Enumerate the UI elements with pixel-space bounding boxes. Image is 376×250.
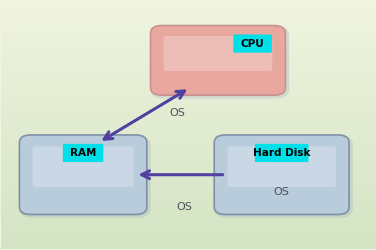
- Text: OS: OS: [169, 108, 185, 118]
- FancyBboxPatch shape: [214, 135, 349, 214]
- FancyBboxPatch shape: [33, 146, 134, 187]
- FancyBboxPatch shape: [63, 144, 103, 162]
- Text: CPU: CPU: [241, 38, 264, 48]
- FancyBboxPatch shape: [150, 26, 289, 99]
- FancyBboxPatch shape: [20, 136, 150, 218]
- FancyBboxPatch shape: [150, 26, 285, 95]
- FancyBboxPatch shape: [233, 34, 272, 53]
- FancyBboxPatch shape: [227, 146, 336, 187]
- Text: RAM: RAM: [70, 148, 96, 158]
- FancyBboxPatch shape: [20, 135, 147, 214]
- Text: OS: OS: [274, 187, 290, 197]
- FancyBboxPatch shape: [255, 144, 308, 162]
- FancyBboxPatch shape: [164, 36, 272, 71]
- Text: OS: OS: [176, 202, 192, 212]
- FancyBboxPatch shape: [214, 136, 353, 218]
- Text: Hard Disk: Hard Disk: [253, 148, 311, 158]
